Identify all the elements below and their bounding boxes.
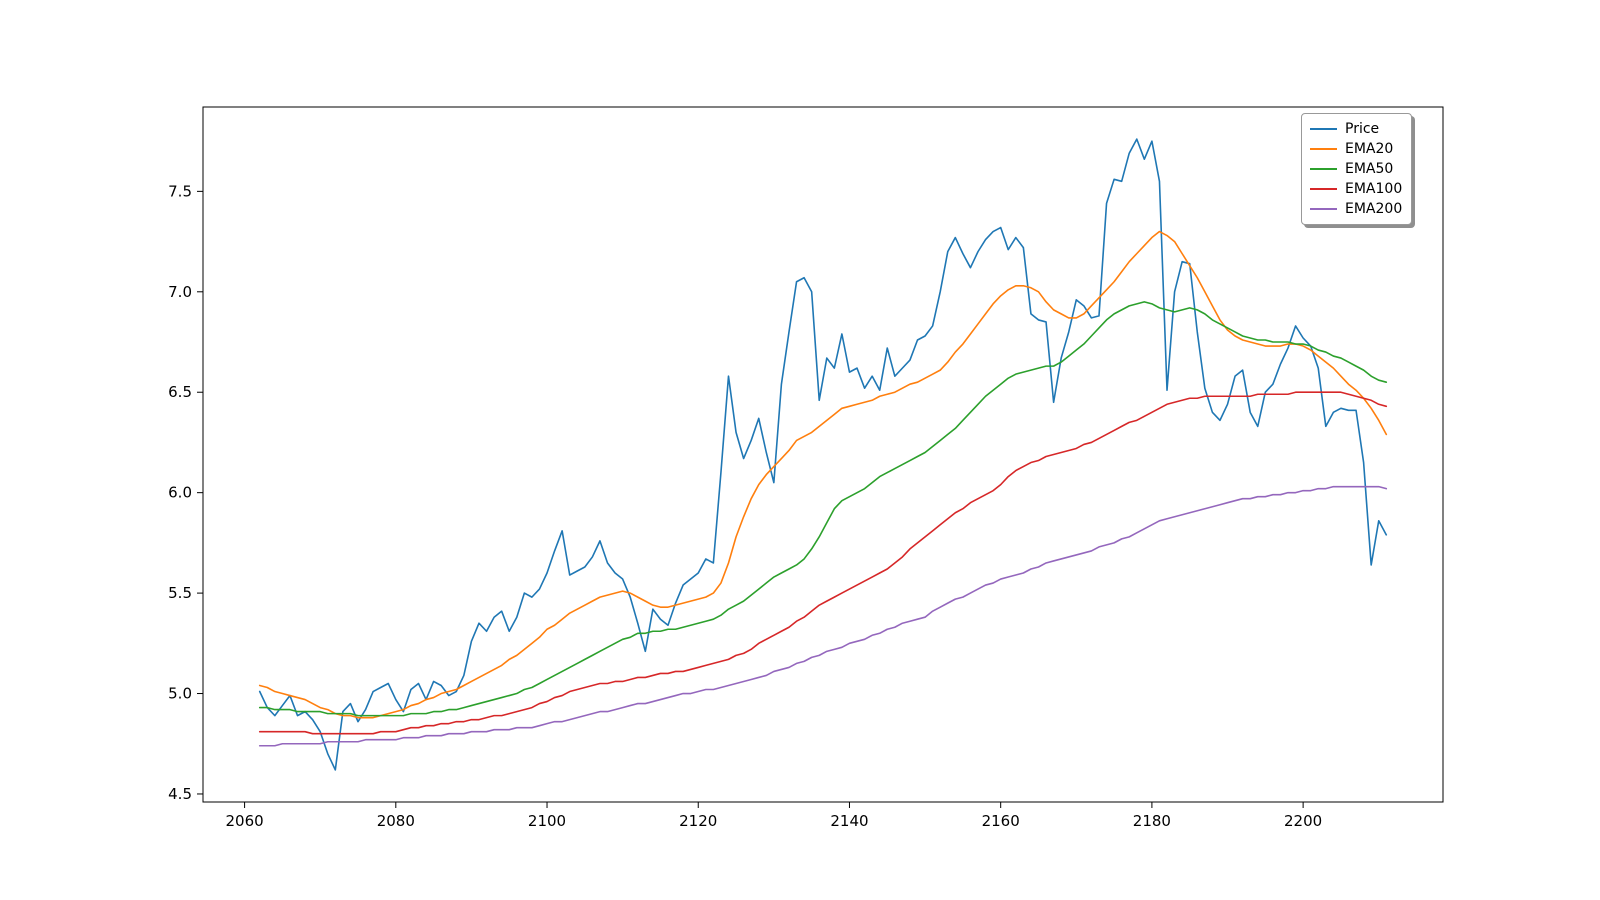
legend: Price EMA20 EMA50 EMA100 EMA200 [1301,113,1413,225]
legend-item-ema20: EMA20 [1310,139,1402,159]
legend-item-ema200: EMA200 [1310,199,1402,219]
x-tick-label: 2140 [830,812,868,830]
y-tick-label: 7.5 [168,182,192,200]
x-tick-label: 2100 [528,812,566,830]
y-tick-label: 5.0 [168,685,192,703]
x-tick-label: 2160 [982,812,1020,830]
legend-line-swatch [1310,188,1337,190]
axes-spines [202,106,1444,803]
legend-line-swatch [1310,148,1337,150]
legend-line-swatch [1310,168,1337,170]
legend-line-swatch [1310,208,1337,210]
x-tick-label: 2080 [377,812,415,830]
legend-item-ema100: EMA100 [1310,179,1402,199]
legend-item-ema50: EMA50 [1310,159,1402,179]
x-tick-label: 2180 [1133,812,1171,830]
legend-line-swatch [1310,128,1337,130]
ema20-line [258,230,1388,719]
legend-label: EMA200 [1345,201,1403,217]
y-tick-label: 7.0 [168,283,192,301]
ema200-line [258,485,1388,747]
x-tick-label: 2120 [679,812,717,830]
y-tick-label: 5.5 [168,584,192,602]
y-tick-label: 6.0 [168,484,192,502]
legend-item-price: Price [1310,119,1402,139]
x-tick-label: 2200 [1284,812,1322,830]
x-tick-label: 2060 [225,812,263,830]
ema100-line [258,391,1388,735]
y-tick-label: 4.5 [168,785,192,803]
price-line [258,138,1388,771]
y-tick-label: 6.5 [168,383,192,401]
legend-label: EMA20 [1345,141,1394,157]
legend-label: Price [1345,121,1380,137]
ema50-line [258,301,1388,717]
legend-label: EMA50 [1345,161,1394,177]
legend-label: EMA100 [1345,181,1403,197]
